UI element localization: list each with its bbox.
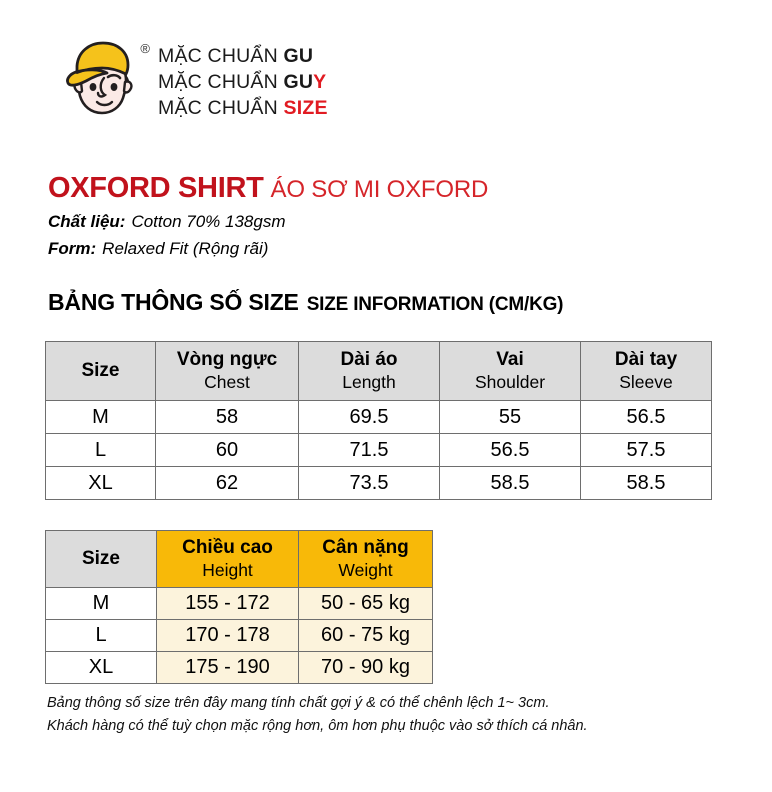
cell-weight: 70 - 90 kg [298, 651, 433, 684]
cell-weight: 60 - 75 kg [298, 619, 433, 652]
table-row: XL 175 - 190 70 - 90 kg [45, 651, 433, 684]
brand-line-3: MẶC CHUẨN SIZE [158, 97, 328, 120]
header-sleeve-en: Sleeve [619, 371, 673, 392]
brand-line-3-normal: MẶC CHUẨN [158, 96, 284, 119]
table-row: M 155 - 172 50 - 65 kg [45, 587, 433, 620]
form-label: Form: [48, 239, 97, 258]
cell-chest: 62 [155, 466, 299, 500]
cell-size: L [45, 433, 156, 467]
material-line: Chất liệu: Cotton 70% 138gsm [48, 212, 286, 232]
form-value: Relaxed Fit (Rộng rãi) [102, 239, 269, 258]
brand-line-3-red: SIZE [283, 96, 328, 119]
fit-table-header-size: Size [45, 530, 157, 588]
fit-header-height-en: Height [202, 559, 253, 580]
footer-notes: Bảng thông số size trên đây mang tính ch… [47, 692, 588, 738]
cell-weight: 50 - 65 kg [298, 587, 433, 620]
material-label: Chất liệu: [48, 212, 126, 231]
fit-table-header-weight: Cân nặng Weight [298, 530, 433, 588]
fit-header-height-vi: Chiều cao [182, 537, 273, 559]
cell-sleeve: 58.5 [580, 466, 712, 500]
brand-line-1: MẶC CHUẨN GU [158, 45, 328, 68]
note-line-2: Khách hàng có thể tuỳ chọn mặc rộng hơn,… [47, 718, 588, 735]
brand-line-2: MẶC CHUẨN GUY [158, 71, 328, 94]
table-row: L 60 71.5 56.5 57.5 [45, 433, 712, 467]
header-shoulder-vi: Vai [496, 349, 524, 371]
fit-table-header-height: Chiều cao Height [156, 530, 299, 588]
header-size-vi: Size [81, 360, 120, 382]
product-title-sub: ÁO SƠ MI OXFORD [270, 176, 489, 203]
note-line-1: Bảng thông số size trên đây mang tính ch… [47, 695, 550, 711]
material-value: Cotton 70% 138gsm [131, 212, 286, 231]
brand-line-2-normal: MẶC CHUẨN [158, 70, 284, 93]
fit-header-size-vi: Size [81, 548, 121, 570]
brand-line-1-normal: MẶC CHUẨN [158, 44, 284, 67]
cell-height: 155 - 172 [156, 587, 299, 620]
size-table-header-shoulder: Vai Shoulder [439, 341, 581, 401]
cell-size: XL [45, 466, 156, 500]
size-heading-en: SIZE INFORMATION (CM/KG) [306, 294, 564, 315]
cell-shoulder: 55 [439, 400, 581, 434]
cell-height: 175 - 190 [156, 651, 299, 684]
cell-chest: 58 [155, 400, 299, 434]
table-row: XL 62 73.5 58.5 58.5 [45, 466, 712, 500]
header-shoulder-en: Shoulder [474, 371, 546, 392]
size-heading-vi: BẢNG THÔNG SỐ SIZE [48, 289, 299, 315]
fit-table-header-row: Size Chiều cao Height Cân nặng Weight [45, 530, 433, 588]
cell-shoulder: 56.5 [439, 433, 581, 467]
cell-size: M [45, 587, 157, 620]
cell-length: 71.5 [298, 433, 440, 467]
size-table-header-size: Size [45, 341, 156, 401]
header-length-en: Length [342, 371, 396, 392]
table-row: M 58 69.5 55 56.5 [45, 400, 712, 434]
cell-size: XL [45, 651, 157, 684]
product-title-main: OXFORD SHIRT [48, 172, 264, 204]
brand-line-1-bold: GU [283, 44, 314, 67]
product-title: OXFORD SHIRT ÁO SƠ MI OXFORD [48, 172, 488, 205]
cell-sleeve: 57.5 [580, 433, 712, 467]
header-chest-vi: Vòng ngực [176, 349, 278, 371]
cell-length: 73.5 [298, 466, 440, 500]
registered-trademark-icon: ® [140, 41, 150, 56]
height-weight-table: Size Chiều cao Height Cân nặng Weight M … [45, 530, 433, 684]
form-line: Form: Relaxed Fit (Rộng rãi) [48, 239, 268, 259]
header-chest-en: Chest [204, 371, 250, 392]
cell-size: L [45, 619, 157, 652]
mascot-face-with-yellow-cap-icon: ® [60, 32, 150, 132]
table-row: L 170 - 178 60 - 75 kg [45, 619, 433, 652]
brand-line-2-bold: GU [283, 70, 314, 93]
fit-header-weight-en: Weight [338, 559, 393, 580]
cell-height: 170 - 178 [156, 619, 299, 652]
header-sleeve-vi: Dài tay [614, 349, 678, 371]
size-table-header-sleeve: Dài tay Sleeve [580, 341, 712, 401]
cell-size: M [45, 400, 156, 434]
header-length-vi: Dài áo [340, 349, 398, 371]
brand-tagline-lines: MẶC CHUẨN GU MẶC CHUẨN GUY MẶC CHUẨN SIZ… [158, 45, 328, 120]
size-table-header-length: Dài áo Length [298, 341, 440, 401]
cell-length: 69.5 [298, 400, 440, 434]
fit-header-weight-vi: Cân nặng [322, 537, 409, 559]
size-measurement-table: Size Vòng ngực Chest Dài áo Length Vai S… [45, 341, 712, 500]
brand-line-2-red: Y [313, 70, 327, 93]
cell-sleeve: 56.5 [580, 400, 712, 434]
cell-chest: 60 [155, 433, 299, 467]
brand-logo: ® MẶC CHUẨN GU MẶC CHUẨN GUY MẶC CHUẨN S… [60, 32, 328, 132]
cell-shoulder: 58.5 [439, 466, 581, 500]
size-table-header-chest: Vòng ngực Chest [155, 341, 299, 401]
size-table-header-row: Size Vòng ngực Chest Dài áo Length Vai S… [45, 341, 712, 401]
size-information-heading: BẢNG THÔNG SỐ SIZE SIZE INFORMATION (CM/K… [48, 289, 564, 316]
